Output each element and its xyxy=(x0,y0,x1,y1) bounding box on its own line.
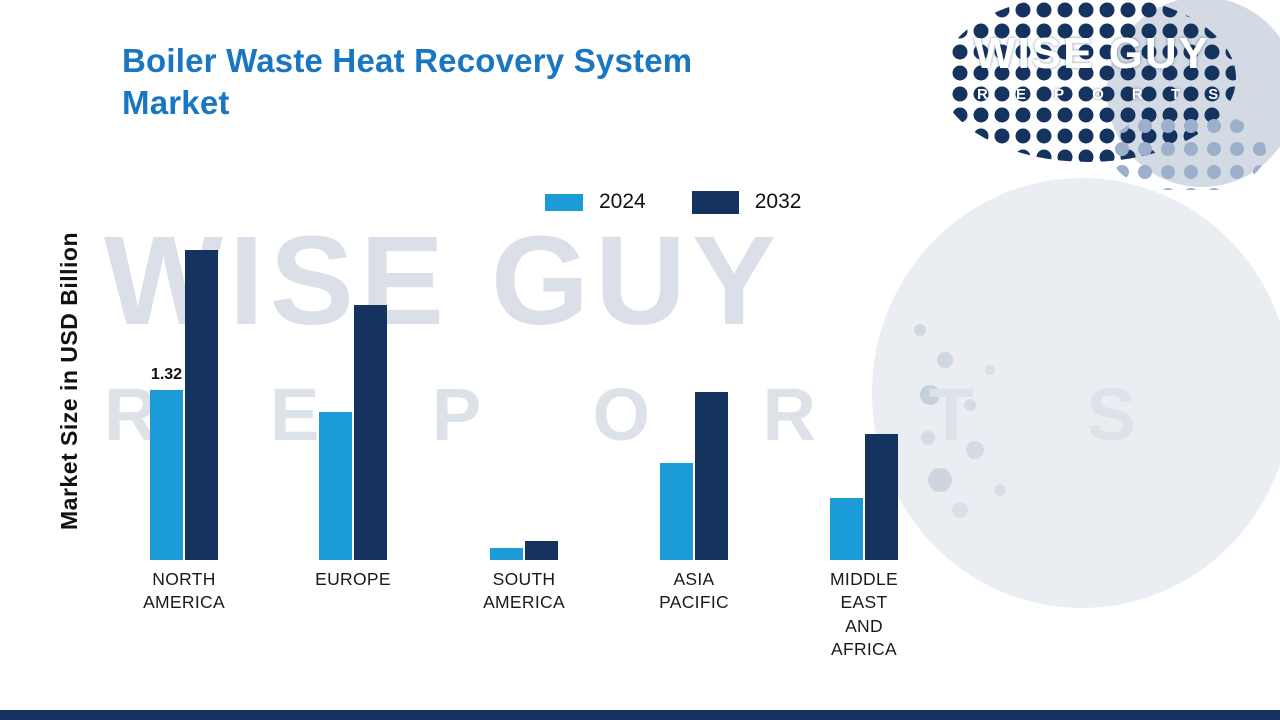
wiseguy-reports-logo: WISE GUY R E P O R T S xyxy=(950,0,1280,190)
page-title: Boiler Waste Heat Recovery System Market xyxy=(122,40,692,124)
bar-2024-europe xyxy=(319,412,352,560)
legend-item-2032: 2032 xyxy=(691,190,802,214)
bar-2032-middle-east-and-africa xyxy=(865,434,898,560)
bar-2024-asia-pacific xyxy=(660,463,693,560)
bar-2032-europe xyxy=(354,305,387,560)
bar-value-label: 1.32 xyxy=(150,366,183,383)
bar-2024-middle-east-and-africa xyxy=(830,498,863,560)
logo-text: WISE GUY R E P O R T S xyxy=(974,29,1231,104)
category-label-asia-pacific: ASIA PACIFIC xyxy=(659,569,729,613)
category-label-north-america: NORTH AMERICA xyxy=(143,569,225,613)
bar-2032-south-america xyxy=(525,541,558,560)
logo-reports-text: R E P O R T S xyxy=(977,86,1231,103)
category-label-middle-east-and-africa: MIDDLE EAST AND AFRICA xyxy=(830,569,898,660)
watermark-reports-text: R E P O R T S xyxy=(104,373,1182,456)
bar-2032-asia-pacific xyxy=(695,392,728,560)
decorative-dots xyxy=(914,324,1006,518)
category-label-europe: EUROPE xyxy=(315,569,391,589)
bar-2024-north-america xyxy=(150,390,183,560)
bar-2024-south-america xyxy=(490,548,523,560)
chart-legend: 2024 2032 xyxy=(545,190,801,214)
background-head-circle xyxy=(872,178,1280,608)
footer-accent-bar xyxy=(0,710,1280,720)
legend-swatch-2024 xyxy=(545,193,583,211)
page-title-line2: Market xyxy=(122,84,230,122)
logo-wiseguy-text: WISE GUY xyxy=(974,29,1211,78)
y-axis-label: Market Size in USD Billion xyxy=(56,232,82,530)
legend-swatch-2032 xyxy=(691,190,739,214)
legend-item-2024: 2024 xyxy=(545,190,646,214)
page-title-line1: Boiler Waste Heat Recovery System xyxy=(122,42,693,79)
logo-dotted-head-icon xyxy=(950,0,1280,190)
legend-label-2032: 2032 xyxy=(754,190,802,213)
legend-label-2024: 2024 xyxy=(599,190,646,213)
bar-2032-north-america xyxy=(185,250,218,560)
category-label-south-america: SOUTH AMERICA xyxy=(483,569,565,613)
